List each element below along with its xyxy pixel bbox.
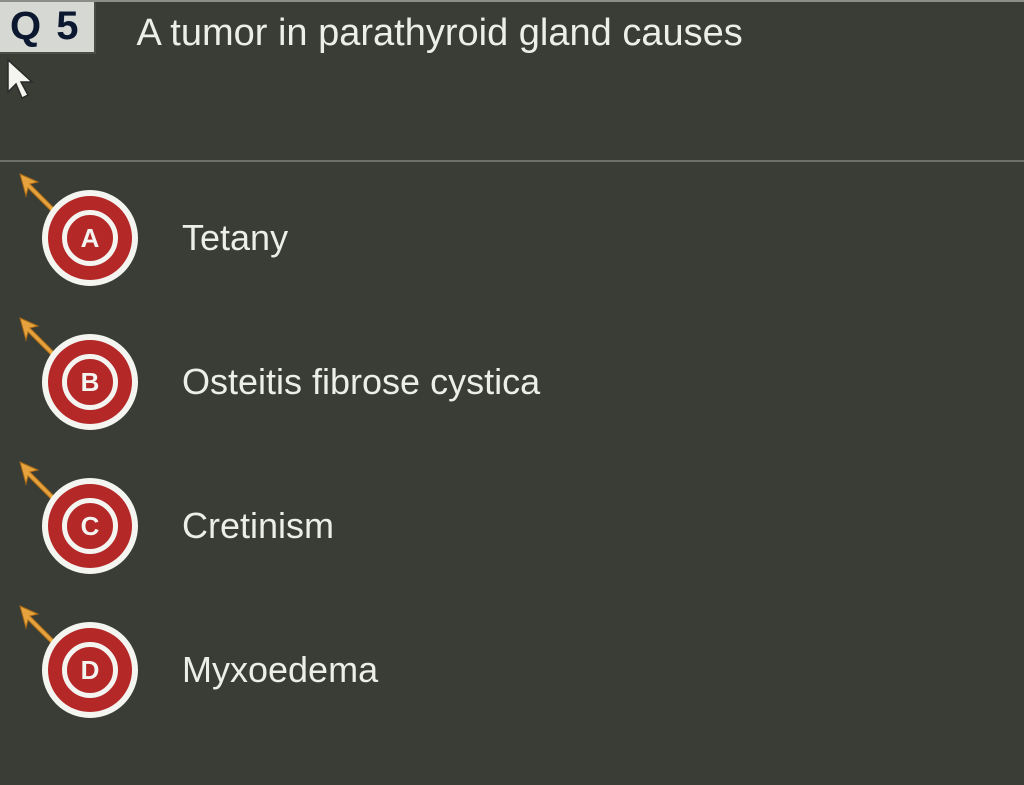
target-icon: D <box>42 622 138 718</box>
option-text: Tetany <box>182 217 288 259</box>
option-d[interactable]: D Myxoedema <box>42 622 1024 718</box>
question-header: Q 5 A tumor in parathyroid gland causes <box>0 2 1024 162</box>
option-text: Myxoedema <box>182 649 378 691</box>
option-letter: A <box>81 223 100 254</box>
option-letter: B <box>81 367 100 398</box>
option-c[interactable]: C Cretinism <box>42 478 1024 574</box>
option-a[interactable]: A Tetany <box>42 190 1024 286</box>
target-icon: A <box>42 190 138 286</box>
cursor-icon <box>4 58 34 102</box>
option-text: Cretinism <box>182 505 334 547</box>
target-icon: C <box>42 478 138 574</box>
option-b[interactable]: B Osteitis fibrose cystica <box>42 334 1024 430</box>
quiz-frame: Q 5 A tumor in parathyroid gland causes … <box>0 0 1024 785</box>
question-number-badge: Q 5 <box>0 2 96 54</box>
options-list: A Tetany B Osteitis fibrose cystica <box>0 162 1024 718</box>
option-letter: C <box>81 511 100 542</box>
option-letter: D <box>81 655 100 686</box>
target-icon: B <box>42 334 138 430</box>
question-text: A tumor in parathyroid gland causes <box>96 2 742 55</box>
option-text: Osteitis fibrose cystica <box>182 361 540 403</box>
